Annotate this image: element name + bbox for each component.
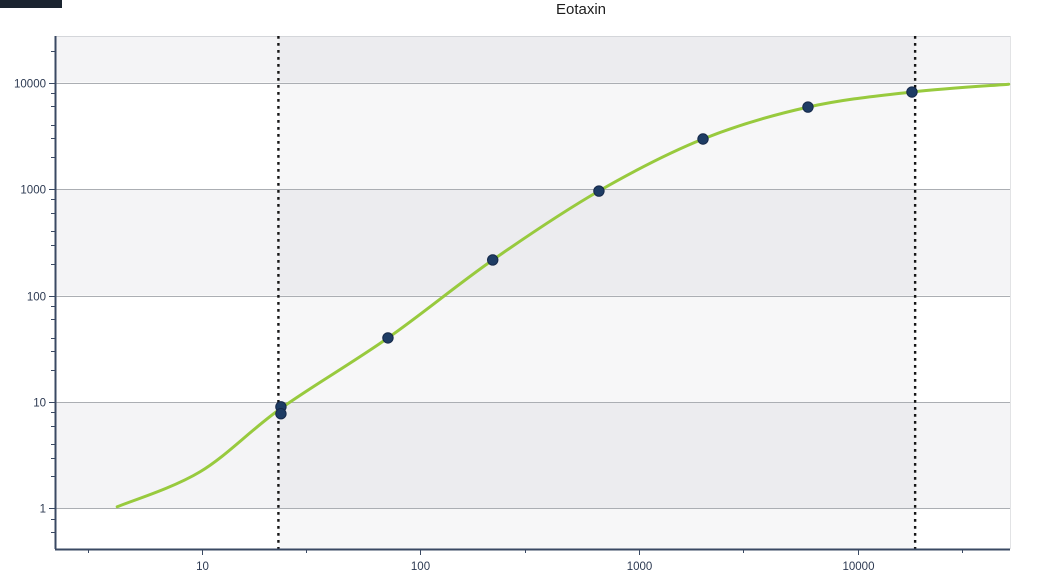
clipped-ui-fragment — [0, 0, 62, 8]
data-point[interactable] — [906, 86, 918, 98]
data-point[interactable] — [487, 254, 499, 266]
grid-band — [55, 401, 1010, 509]
data-point[interactable] — [382, 332, 394, 344]
x-tick-label: 1000 — [627, 561, 653, 573]
grid-band — [55, 189, 1010, 296]
data-point[interactable] — [275, 408, 287, 420]
data-point[interactable] — [593, 185, 605, 197]
y-tick-label: 100 — [27, 292, 46, 304]
grid-band — [55, 36, 1010, 83]
standard-curve-line — [115, 82, 1011, 509]
y-tick-label: 10 — [33, 398, 46, 410]
y-tick-label: 1 — [40, 504, 46, 516]
chart-title: Eotaxin — [555, 1, 607, 18]
data-point[interactable] — [802, 101, 814, 113]
y-tick-label: 10000 — [14, 79, 46, 91]
x-tick-label: 100 — [411, 561, 430, 573]
quantifiable-range-shading — [278, 36, 916, 549]
y-tick-label: 1000 — [20, 185, 46, 197]
x-tick-label: 10 — [196, 561, 209, 573]
data-point[interactable] — [697, 133, 709, 145]
x-tick-label: 10000 — [843, 561, 875, 573]
